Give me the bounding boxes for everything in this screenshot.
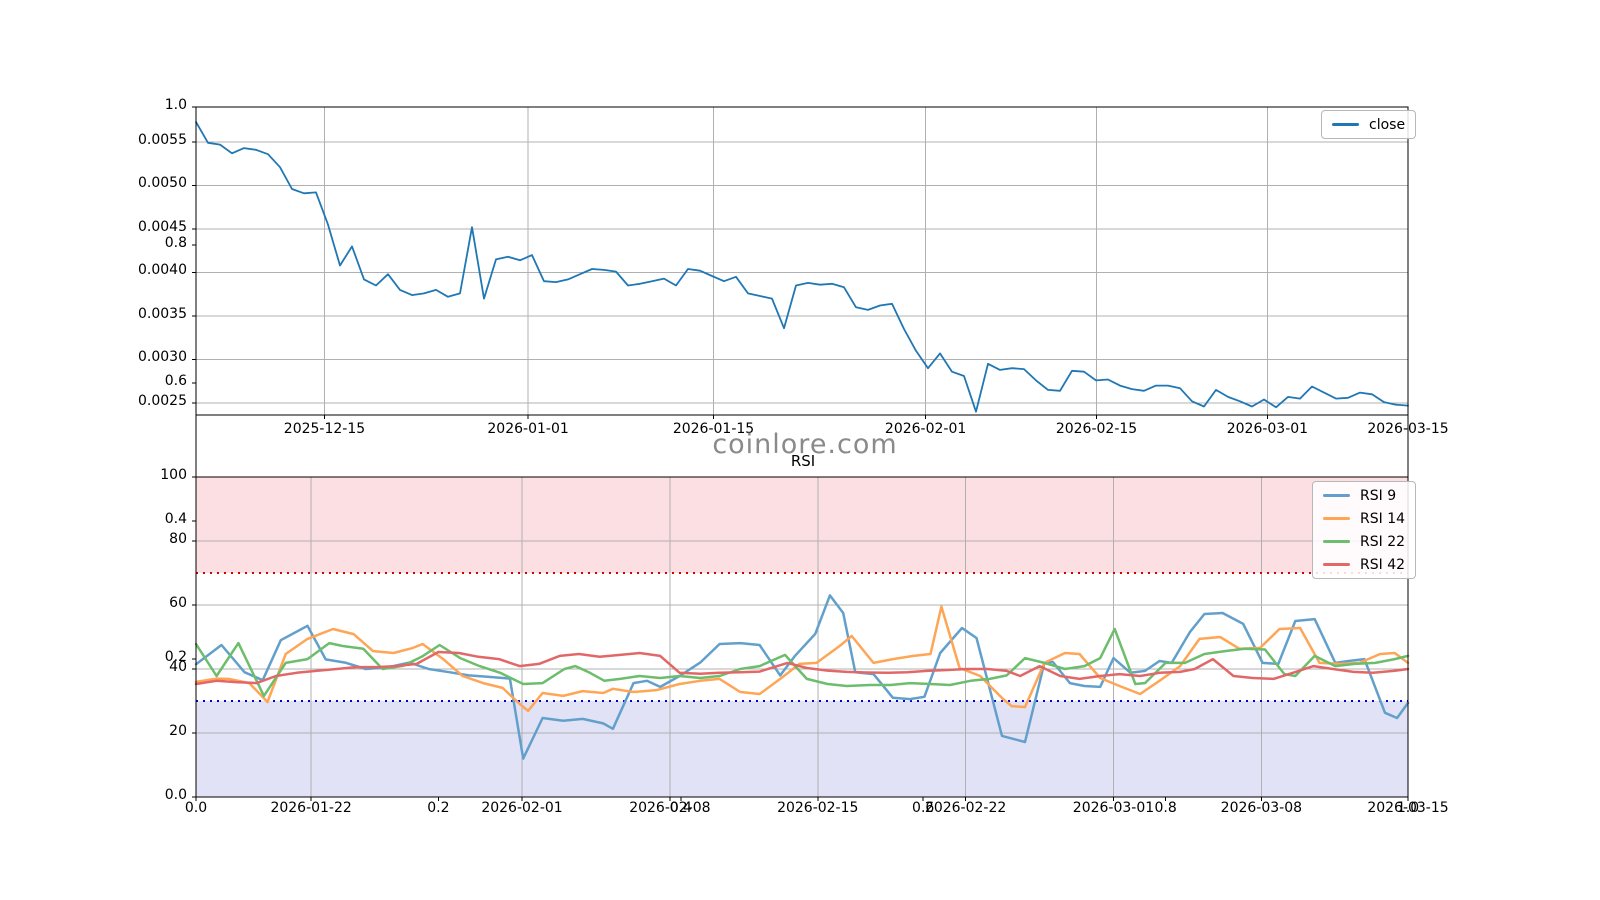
legend-entry: RSI 14 [1323,509,1405,528]
price-x-tick-label: 2026-03-15 [1367,421,1449,437]
rsi-band [196,701,1408,797]
legend-line-swatch [1323,517,1350,520]
legend-line-swatch [1332,123,1359,126]
legend-line-swatch [1323,563,1350,566]
price-frame [195,106,1409,416]
rsi-x-tick-label: 2026-02-01 [481,800,563,816]
rsi-x-tick-label: 2026-02-15 [777,800,859,816]
price-y-tick-label: 0.0035 [138,305,187,322]
price-x-tick-label: 2026-01-15 [672,421,755,437]
price-x-tick-label: 2026-01-01 [487,421,569,437]
rsi-x-tick-label: 2026-03-15 [1367,800,1449,816]
price-y-tick-label: 0.0050 [138,175,187,192]
figure-y-tick-label: 0.0 [164,787,187,803]
rsi-line [194,650,1410,686]
watermark: coinlore.com [712,429,898,460]
legend-entry: RSI 9 [1323,486,1405,505]
legend-line-swatch [1323,540,1350,543]
rsi-line [194,594,1410,760]
rsi-x-tick-label: 2026-02-08 [629,800,711,816]
price-y-tick-label: 0.0025 [138,392,187,409]
close-line [195,121,1409,413]
legend-entry: RSI 42 [1323,555,1405,574]
legend-label: close [1369,116,1406,133]
rsi-y-tick-label: 60 [169,595,187,611]
legend-line-swatch [1323,494,1350,497]
rsi-x-tick-label: 2026-03-01 [1072,800,1155,816]
figure-y-tick-label: 0.8 [164,235,187,251]
price-x-tick-label: 2026-02-15 [1055,421,1138,437]
price-x-tick-label: 2025-12-15 [283,421,366,437]
legend-entry: RSI 22 [1323,532,1405,551]
price-y-tick-label: 0.0055 [138,131,187,148]
rsi-subplot-title: RSI [790,452,816,470]
rsi-frame [195,476,1409,798]
legend-close: close [1321,110,1417,139]
figure-x-tick-label: 0.8 [1154,800,1177,816]
legend-label: RSI 42 [1360,556,1406,573]
rsi-y-tick-label: 40 [169,659,187,675]
rsi-y-tick-label: 100 [160,467,187,483]
figure-x-tick-label: 0.2 [427,800,450,816]
rsi-y-tick-label: 80 [169,531,187,547]
legend-label: RSI 14 [1360,510,1406,527]
price-x-tick-label: 2026-02-01 [884,421,967,437]
legend-label: RSI 22 [1360,533,1406,550]
price-x-tick-label: 2026-03-01 [1226,421,1309,437]
figure-x-tick-label: 1.0 [1396,800,1420,816]
legend-label: RSI 9 [1360,487,1397,504]
rsi-x-tick-label: 2026-01-22 [270,800,352,816]
rsi-x-tick-label: 2026-02-22 [924,800,1007,816]
figure-y-tick-label: 0.2 [164,649,187,665]
rsi-x-tick-label: 2026-03-08 [1220,800,1303,816]
figure-x-tick-label: 0.0 [184,800,208,816]
rsi-line [194,627,1410,698]
rsi-band [196,477,1408,573]
figure-x-tick-label: 0.6 [912,800,935,816]
price-y-tick-label: 0.0045 [138,218,187,235]
price-y-tick-label: 0.0030 [138,349,187,366]
legend-entry: close [1332,115,1405,134]
rsi-line [194,605,1410,713]
figure-y-tick-label: 0.6 [164,373,187,389]
legend-rsi: RSI 9 RSI 14 RSI 22 RSI 42 [1312,481,1417,579]
rsi-y-tick-label: 20 [169,723,187,739]
price-y-tick-label: 0.0040 [138,262,187,279]
figure-y-tick-label: 1.0 [164,97,187,113]
figure-x-tick-label: 0.4 [669,800,692,816]
figure-y-tick-label: 0.4 [164,511,187,527]
